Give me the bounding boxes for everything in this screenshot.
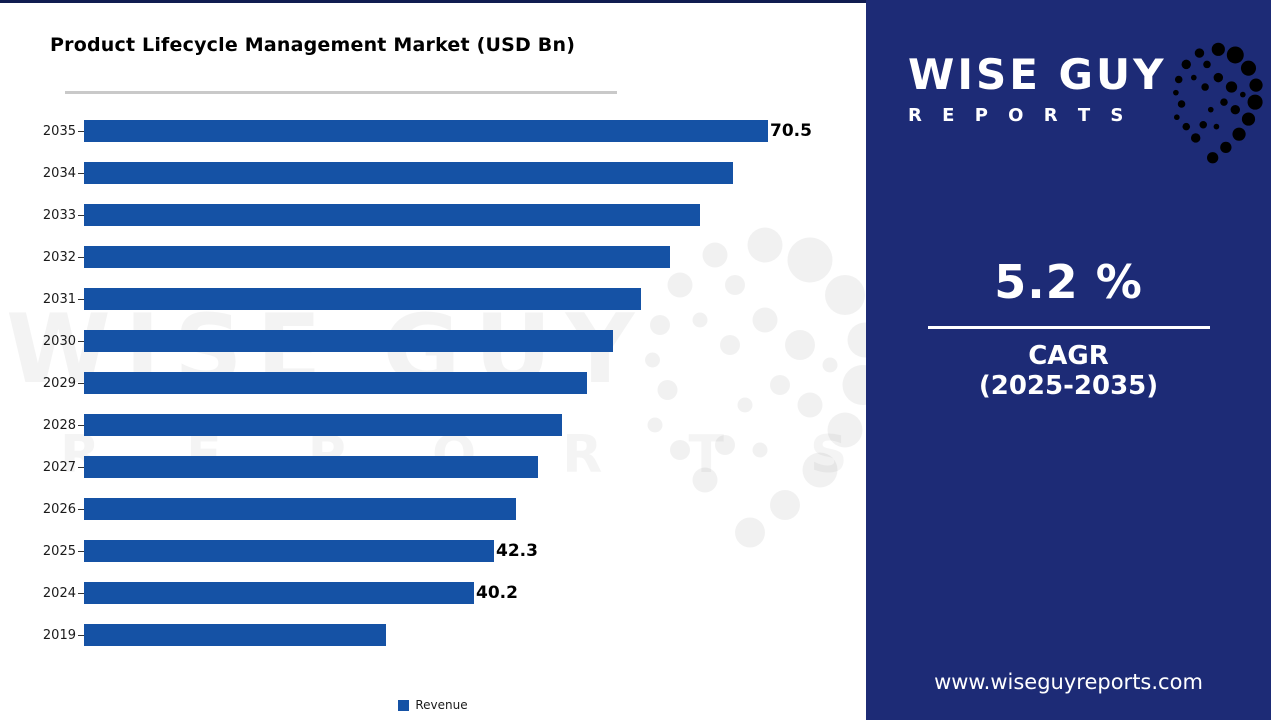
- bar-row: 2024 40.2: [40, 572, 860, 614]
- axis-tick: [78, 592, 84, 594]
- chart-section: WISE GUY R E P O R T S Product Lifecycle…: [0, 0, 866, 712]
- y-axis-tick-label: 2029: [42, 375, 76, 391]
- axis-tick: [78, 508, 84, 510]
- bar-2024: [84, 582, 474, 604]
- bar-row: 2034: [40, 152, 860, 194]
- axis-tick: [78, 298, 84, 300]
- bar-row: 2028: [40, 404, 860, 446]
- cagr-value: 5.2 %: [994, 255, 1143, 309]
- y-axis-tick-label: 2027: [42, 459, 76, 475]
- y-axis-tick-label: 2035: [42, 123, 76, 139]
- legend-label: Revenue: [415, 698, 468, 712]
- bar-2029: [84, 372, 587, 394]
- y-axis-tick-label: 2024: [42, 585, 76, 601]
- axis-tick: [78, 466, 84, 468]
- axis-tick: [78, 214, 84, 216]
- legend: Revenue: [0, 698, 866, 712]
- axis-tick: [78, 634, 84, 636]
- bar-row: 2026: [40, 488, 860, 530]
- axis-tick: [78, 424, 84, 426]
- title-underline: [65, 91, 617, 94]
- y-axis-tick-label: 2026: [42, 501, 76, 517]
- y-axis-tick-label: 2028: [42, 417, 76, 433]
- bar-2031: [84, 288, 641, 310]
- cagr-divider: [928, 326, 1210, 329]
- cagr-period: (2025-2035): [978, 371, 1159, 401]
- bar-row: 2027: [40, 446, 860, 488]
- bar-row: 2025 42.3: [40, 530, 860, 572]
- bar-value-label: 42.3: [496, 541, 538, 561]
- axis-tick: [78, 256, 84, 258]
- axis-tick: [78, 550, 84, 552]
- bar-2035: [84, 120, 768, 142]
- bar-2026: [84, 498, 516, 520]
- logo-subtitle: R E P O R T S: [908, 105, 1131, 126]
- axis-tick: [78, 340, 84, 342]
- y-axis-tick-label: 2030: [42, 333, 76, 349]
- axis-tick: [78, 172, 84, 174]
- y-axis-tick-label: 2025: [42, 543, 76, 559]
- logo-wordmark: WISE GUY: [908, 50, 1167, 99]
- bar-value-label: 70.5: [770, 121, 812, 141]
- y-axis-tick-label: 2032: [42, 249, 76, 265]
- bar-row: 2029: [40, 362, 860, 404]
- bar-2019: [84, 624, 386, 646]
- bar-row: 2031: [40, 278, 860, 320]
- bar-2032: [84, 246, 670, 268]
- axis-tick: [78, 130, 84, 132]
- axis-tick: [78, 382, 84, 384]
- y-axis-tick-label: 2019: [42, 627, 76, 643]
- bar-row: 2030: [40, 320, 860, 362]
- bar-2025: [84, 540, 494, 562]
- chart-title: Product Lifecycle Management Market (USD…: [50, 34, 576, 56]
- logo-head-dots-icon: [1173, 42, 1263, 164]
- y-axis-tick-label: 2031: [42, 291, 76, 307]
- y-axis-tick-label: 2034: [42, 165, 76, 181]
- bar-row: 2033: [40, 194, 860, 236]
- bar-row: 2019: [40, 614, 860, 656]
- website-url: www.wiseguyreports.com: [934, 670, 1203, 694]
- bar-2030: [84, 330, 613, 352]
- bar-value-label: 40.2: [476, 583, 518, 603]
- bar-chart: 2035 70.5 2034 2033 2032 2031 2030 2029 2028 2027…: [40, 110, 860, 656]
- bar-2034: [84, 162, 733, 184]
- bar-2033: [84, 204, 700, 226]
- bar-2028: [84, 414, 562, 436]
- y-axis-tick-label: 2033: [42, 207, 76, 223]
- logo: WISE GUY R E P O R T S: [908, 42, 1263, 170]
- top-border: [0, 0, 866, 3]
- bar-2027: [84, 456, 538, 478]
- bar-row: 2032: [40, 236, 860, 278]
- brand-panel: WISE GUY R E P O R T S 5.2 % CAGR (2025-…: [866, 0, 1271, 720]
- legend-swatch: [398, 699, 410, 711]
- bar-row: 2035 70.5: [40, 110, 860, 152]
- cagr-label: CAGR: [1028, 341, 1109, 371]
